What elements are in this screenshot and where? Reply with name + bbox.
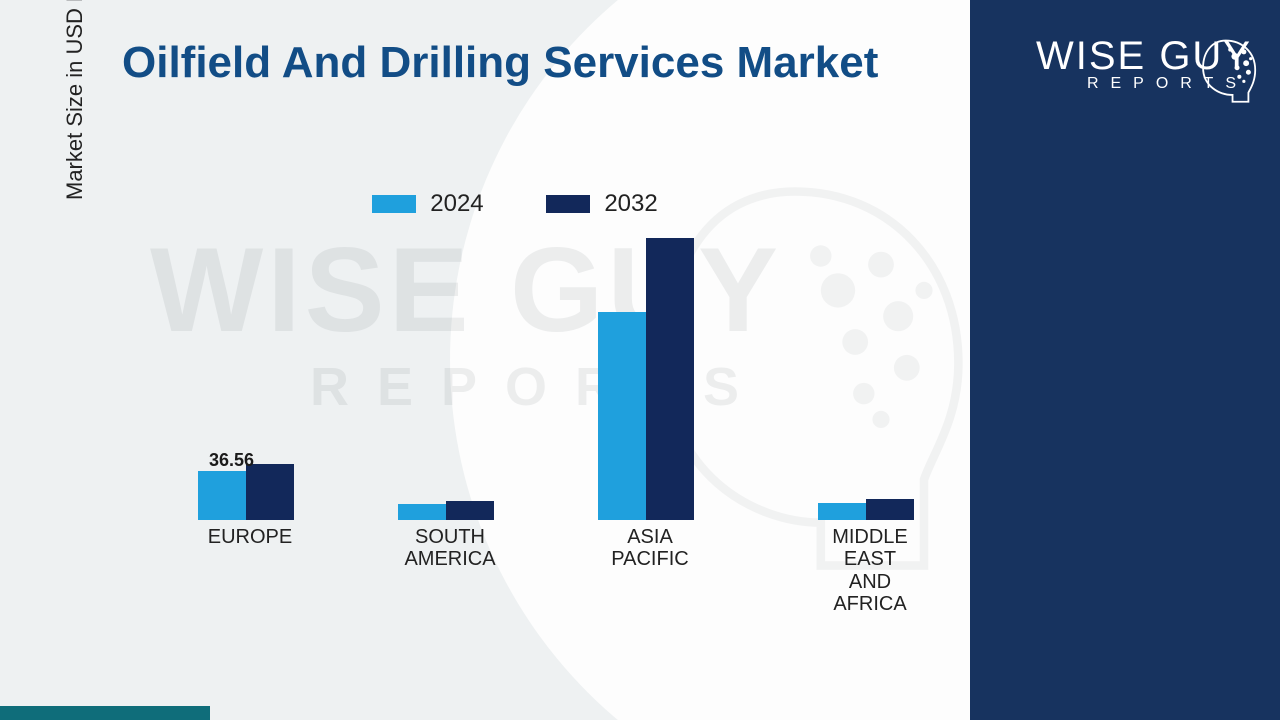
stage: WISE GUY REPORTS Oilfield And Drilling S… <box>0 0 1280 720</box>
bar-2024 <box>198 471 246 520</box>
brand-logo: WISE GUY REPORTS <box>1036 34 1252 93</box>
category-label: ASIAPACIFIC <box>560 520 740 571</box>
footer-accent-bar <box>0 706 210 720</box>
legend: 2024 2032 <box>100 190 930 220</box>
legend-item-2032: 2032 <box>546 190 657 218</box>
bar-chart: 2024 2032 36.56 EUROPE SOUTHAMERICA ASIAPAC… <box>100 190 930 590</box>
bar-2032 <box>646 238 694 520</box>
y-axis-label: Market Size in USD Billion <box>62 0 88 200</box>
bar-2024 <box>398 504 446 520</box>
legend-item-2024: 2024 <box>372 190 483 218</box>
legend-swatch-2024 <box>372 195 416 213</box>
category-label: EUROPE <box>160 520 340 548</box>
bar-2024 <box>818 503 866 520</box>
category-label: MIDDLEEASTANDAFRICA <box>780 520 960 616</box>
plot-area: 36.56EUROPESOUTHAMERICAASIAPACIFICMIDDLE… <box>130 238 930 590</box>
legend-label-2032: 2032 <box>604 190 657 218</box>
brand-head-icon <box>1194 36 1262 104</box>
right-band-edge <box>1150 0 1280 720</box>
brand-word-1: WISE <box>1036 34 1146 78</box>
category-label: SOUTHAMERICA <box>360 520 540 571</box>
legend-swatch-2032 <box>546 195 590 213</box>
legend-label-2024: 2024 <box>430 190 483 218</box>
bar-2032 <box>246 464 294 520</box>
chart-title: Oilfield And Drilling Services Market <box>122 38 878 89</box>
bar-2024 <box>598 312 646 520</box>
bar-value-label: 36.56 <box>209 450 254 471</box>
bar-2032 <box>446 501 494 520</box>
bar-2032 <box>866 499 914 520</box>
